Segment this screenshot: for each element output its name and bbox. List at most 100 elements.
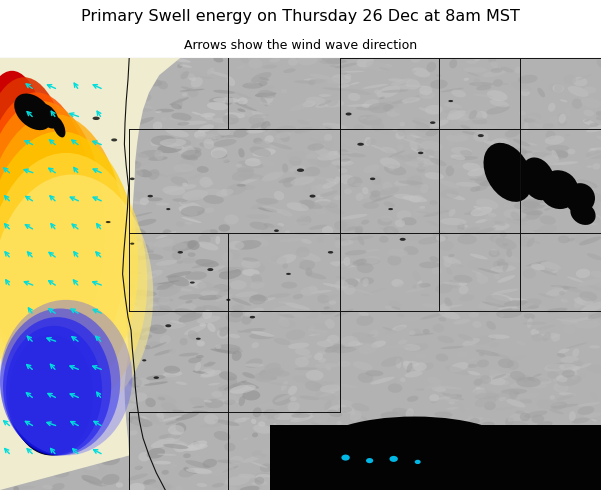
Ellipse shape <box>529 162 545 168</box>
Ellipse shape <box>581 191 587 201</box>
Ellipse shape <box>15 408 29 414</box>
Ellipse shape <box>324 400 332 410</box>
Ellipse shape <box>17 183 26 186</box>
Ellipse shape <box>344 189 352 195</box>
Ellipse shape <box>25 265 30 270</box>
Ellipse shape <box>71 402 85 413</box>
Ellipse shape <box>500 231 507 238</box>
Ellipse shape <box>249 333 275 339</box>
Ellipse shape <box>571 419 580 425</box>
Ellipse shape <box>400 317 419 321</box>
Ellipse shape <box>226 314 242 322</box>
Ellipse shape <box>240 55 249 63</box>
Ellipse shape <box>388 249 408 257</box>
Ellipse shape <box>537 88 545 98</box>
Ellipse shape <box>328 473 340 476</box>
Ellipse shape <box>418 160 424 167</box>
Ellipse shape <box>150 298 173 302</box>
Ellipse shape <box>394 85 408 89</box>
Ellipse shape <box>451 154 465 160</box>
Ellipse shape <box>132 241 142 250</box>
Ellipse shape <box>14 442 28 448</box>
Ellipse shape <box>249 115 264 126</box>
Ellipse shape <box>590 438 601 443</box>
Ellipse shape <box>156 411 164 420</box>
Ellipse shape <box>307 426 332 435</box>
Ellipse shape <box>436 235 446 242</box>
Ellipse shape <box>580 363 591 368</box>
Ellipse shape <box>142 94 151 101</box>
Ellipse shape <box>255 92 276 97</box>
Ellipse shape <box>35 147 56 158</box>
Ellipse shape <box>363 256 380 265</box>
Ellipse shape <box>584 284 601 292</box>
Ellipse shape <box>27 455 49 461</box>
Ellipse shape <box>264 135 274 144</box>
Ellipse shape <box>548 371 559 379</box>
Ellipse shape <box>409 330 415 335</box>
Ellipse shape <box>426 159 436 166</box>
Ellipse shape <box>144 345 151 349</box>
Ellipse shape <box>476 85 492 91</box>
Ellipse shape <box>384 164 406 175</box>
Ellipse shape <box>203 305 226 312</box>
Ellipse shape <box>475 396 496 407</box>
Ellipse shape <box>430 200 438 206</box>
Ellipse shape <box>124 283 135 290</box>
Ellipse shape <box>448 100 453 102</box>
Ellipse shape <box>146 55 159 65</box>
Ellipse shape <box>296 215 311 225</box>
Ellipse shape <box>310 444 315 448</box>
Ellipse shape <box>519 446 538 452</box>
Ellipse shape <box>413 362 427 371</box>
Ellipse shape <box>16 117 28 121</box>
Ellipse shape <box>144 381 168 386</box>
Ellipse shape <box>521 209 543 215</box>
Ellipse shape <box>8 135 35 140</box>
Ellipse shape <box>495 238 516 250</box>
Ellipse shape <box>37 348 49 358</box>
Ellipse shape <box>30 253 50 264</box>
Ellipse shape <box>53 122 60 132</box>
Ellipse shape <box>357 143 364 146</box>
Ellipse shape <box>262 482 272 490</box>
Ellipse shape <box>222 114 239 124</box>
Ellipse shape <box>203 195 224 204</box>
Ellipse shape <box>0 415 19 425</box>
Ellipse shape <box>261 172 283 181</box>
Ellipse shape <box>240 103 248 106</box>
Ellipse shape <box>276 254 296 265</box>
Ellipse shape <box>94 128 118 139</box>
Ellipse shape <box>386 345 409 349</box>
Ellipse shape <box>93 414 114 423</box>
Ellipse shape <box>395 358 401 368</box>
Ellipse shape <box>255 477 264 485</box>
Ellipse shape <box>516 392 539 400</box>
Ellipse shape <box>178 312 203 322</box>
Ellipse shape <box>133 153 150 161</box>
Ellipse shape <box>120 332 138 338</box>
Ellipse shape <box>148 195 153 197</box>
Ellipse shape <box>370 190 380 197</box>
Ellipse shape <box>16 236 37 243</box>
Ellipse shape <box>63 347 83 355</box>
Ellipse shape <box>145 398 156 407</box>
Ellipse shape <box>188 73 196 81</box>
Ellipse shape <box>519 487 529 490</box>
Ellipse shape <box>159 323 166 334</box>
Ellipse shape <box>321 310 337 315</box>
Ellipse shape <box>214 431 231 441</box>
Ellipse shape <box>178 288 194 292</box>
Ellipse shape <box>540 216 556 225</box>
Ellipse shape <box>432 477 454 487</box>
Ellipse shape <box>316 157 331 168</box>
Ellipse shape <box>269 255 287 265</box>
Ellipse shape <box>91 250 107 257</box>
Ellipse shape <box>510 483 520 490</box>
Ellipse shape <box>160 485 170 490</box>
Ellipse shape <box>141 327 158 331</box>
Ellipse shape <box>445 366 469 375</box>
Ellipse shape <box>192 466 198 472</box>
Ellipse shape <box>204 400 212 403</box>
Ellipse shape <box>171 103 182 109</box>
